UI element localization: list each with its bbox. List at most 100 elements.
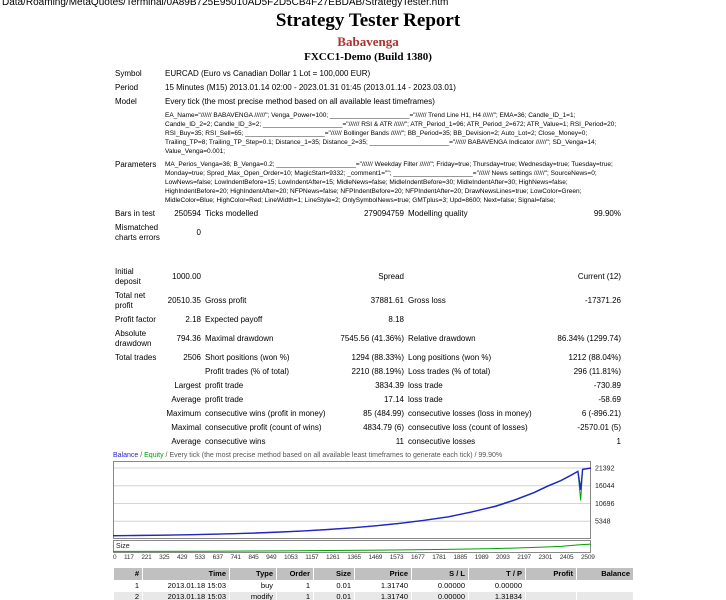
stats-cell: Model bbox=[115, 97, 137, 106]
stats-cell: EA_Name="////// BABAVENGA //////"; Venga… bbox=[165, 112, 617, 155]
trades-header: Size bbox=[314, 568, 354, 580]
stats-cell: Symbol bbox=[115, 69, 142, 78]
stats-cell: 17.14 bbox=[383, 395, 404, 404]
trades-header: Time bbox=[143, 568, 229, 580]
stats-row: Period 15 Minutes (M15) 2013.01.14 02:00 … bbox=[113, 81, 623, 95]
stats-cell: Largest bbox=[174, 381, 201, 390]
x-tick-label: 0 bbox=[113, 554, 117, 561]
x-tick-label: 1781 bbox=[432, 554, 446, 561]
stats-cell: 2.18 bbox=[185, 315, 201, 324]
stats-cell: 1212 (88.04%) bbox=[568, 353, 621, 362]
trades-header: Profit bbox=[526, 568, 576, 580]
stats-cell: consecutive losses bbox=[408, 437, 476, 446]
stats-row: Absolute drawdown 794.36 Maximal drawdown 7… bbox=[113, 327, 623, 351]
trade-cell: 0.01 bbox=[314, 581, 354, 591]
stats-cell: 15 Minutes (M15) 2013.01.14 02:00 - 2023… bbox=[165, 83, 456, 92]
legend-separator: / bbox=[163, 452, 170, 459]
stats-cell: Current (12) bbox=[577, 272, 621, 281]
stats-cell: Bars in test bbox=[115, 209, 156, 218]
size-panel-label: Size bbox=[116, 543, 130, 550]
stats-cell: consecutive wins bbox=[205, 437, 266, 446]
stats-cell: 7545.56 (41.36%) bbox=[340, 334, 404, 343]
stats-cell: 37881.61 bbox=[370, 296, 404, 305]
stats-row: Average consecutive wins 11 consecutive los… bbox=[113, 435, 623, 449]
x-tick-label: 2301 bbox=[538, 554, 553, 561]
stats-cell: Maximum bbox=[166, 409, 201, 418]
trade-cell: 1.31834 bbox=[469, 592, 525, 600]
legend-separator: / bbox=[138, 452, 145, 459]
stats-cell: Loss trades (% of total) bbox=[408, 367, 491, 376]
stats-cell: Total net profit bbox=[115, 291, 146, 310]
stats-cell: Long positions (won %) bbox=[408, 353, 492, 362]
stats-cell: 1294 (88.33%) bbox=[351, 353, 404, 362]
x-tick-label: 2509 bbox=[580, 554, 595, 561]
stats-cell: 11 bbox=[395, 437, 404, 446]
stats-cell: loss trade bbox=[408, 395, 443, 404]
trade-cell bbox=[526, 592, 576, 600]
stats-cell: Profit trades (% of total) bbox=[205, 367, 290, 376]
stats-cell bbox=[406, 265, 528, 289]
address-path[interactable]: Data/Roaming/MetaQuotes/Terminal/0A89B72… bbox=[2, 0, 449, 8]
x-tick-label: 2093 bbox=[495, 554, 510, 561]
stats-cell: 279094759 bbox=[363, 209, 404, 218]
legend-equity-label: Equity bbox=[144, 452, 164, 459]
stats-cell: 85 (484.99) bbox=[363, 409, 404, 418]
stats-row: Bars in test 250594 Ticks modelled 27909475… bbox=[113, 207, 623, 221]
trade-cell: 2 bbox=[114, 592, 142, 600]
y-tick-label: 5348 bbox=[595, 519, 611, 526]
stats-cell: Expected payoff bbox=[205, 315, 263, 324]
trades-header: S / L bbox=[412, 568, 468, 580]
stats-cell bbox=[203, 265, 321, 289]
stats-cell: EURCAD (Euro vs Canadian Dollar 1 Lot = … bbox=[165, 69, 371, 78]
x-tick-label: 637 bbox=[212, 554, 223, 561]
stats-cell: -2570.01 (5) bbox=[577, 423, 621, 432]
stats-cell: Ticks modelled bbox=[205, 209, 259, 218]
trades-header: Type bbox=[230, 568, 276, 580]
stats-cell: consecutive loss (count of losses) bbox=[408, 423, 528, 432]
stats-row: Model Every tick (the most precise method… bbox=[113, 95, 623, 109]
stats-row: Largest profit trade 3834.39 loss trade -730… bbox=[113, 379, 623, 393]
stats-cell bbox=[203, 221, 623, 245]
stats-row: EA_Name="////// BABAVENGA //////"; Venga… bbox=[113, 109, 623, 158]
stats-row: Maximum consecutive wins (profit in money… bbox=[113, 407, 623, 421]
x-tick-label: 221 bbox=[141, 554, 152, 561]
x-tick-label: 1469 bbox=[368, 554, 383, 561]
stats-cell bbox=[113, 109, 163, 158]
trade-cell: 1.31740 bbox=[355, 581, 411, 591]
x-tick-label: 1989 bbox=[474, 554, 489, 561]
stats-cell: MA_Perios_Venga=36; B_Venga=0.2; _______… bbox=[165, 161, 613, 204]
stats-cell: 0 bbox=[196, 228, 201, 237]
trade-cell: 1.31740 bbox=[355, 592, 411, 600]
stats-cell: 1000.00 bbox=[172, 272, 201, 281]
x-tick-label: 1261 bbox=[325, 554, 340, 561]
stats-cell: 296 (11.81%) bbox=[573, 367, 621, 376]
stats-cell: Period bbox=[115, 83, 139, 92]
trade-cell: 2013.01.18 15:03 bbox=[143, 581, 229, 591]
stats-row: Maximal consecutive profit (count of wins… bbox=[113, 421, 623, 435]
stats-cell: profit trade bbox=[205, 395, 244, 404]
x-tick-label: 741 bbox=[230, 554, 241, 561]
stats-cell: consecutive profit (count of wins) bbox=[205, 423, 322, 432]
trade-cell bbox=[526, 581, 576, 591]
x-tick-label: 1365 bbox=[347, 554, 361, 561]
stats-cell: Spread bbox=[378, 272, 404, 281]
trade-cell: 0.00000 bbox=[412, 581, 468, 591]
stats-row: Parameters MA_Perios_Venga=36; B_Venga=0.… bbox=[113, 158, 623, 207]
x-tick-label: 949 bbox=[266, 554, 277, 561]
stats-table: Symbol EURCAD (Euro vs Canadian Dollar 1 … bbox=[113, 67, 623, 449]
stats-cell bbox=[406, 313, 528, 327]
trade-cell: 2013.01.18 15:03 bbox=[143, 592, 229, 600]
x-tick-label: 325 bbox=[159, 554, 170, 561]
stats-cell: 4834.79 (6) bbox=[363, 423, 404, 432]
stats-cell: Total trades bbox=[115, 353, 157, 362]
x-tick-label: 1885 bbox=[453, 554, 468, 561]
stats-cell: 2506 bbox=[183, 353, 201, 362]
chart-x-axis: 0 117 221 325 429 533 637 741 845 949 1053 1157 1261… bbox=[113, 554, 595, 561]
stats-row: Profit factor 2.18 Expected payoff 8.18 bbox=[113, 313, 623, 327]
report-title: Strategy Tester Report bbox=[275, 10, 461, 31]
trades-header: Price bbox=[355, 568, 411, 580]
trade-cell: buy bbox=[230, 581, 276, 591]
stats-cell: Profit factor bbox=[115, 315, 156, 324]
x-tick-label: 1053 bbox=[283, 554, 298, 561]
size-chart-svg: Size bbox=[113, 540, 592, 553]
